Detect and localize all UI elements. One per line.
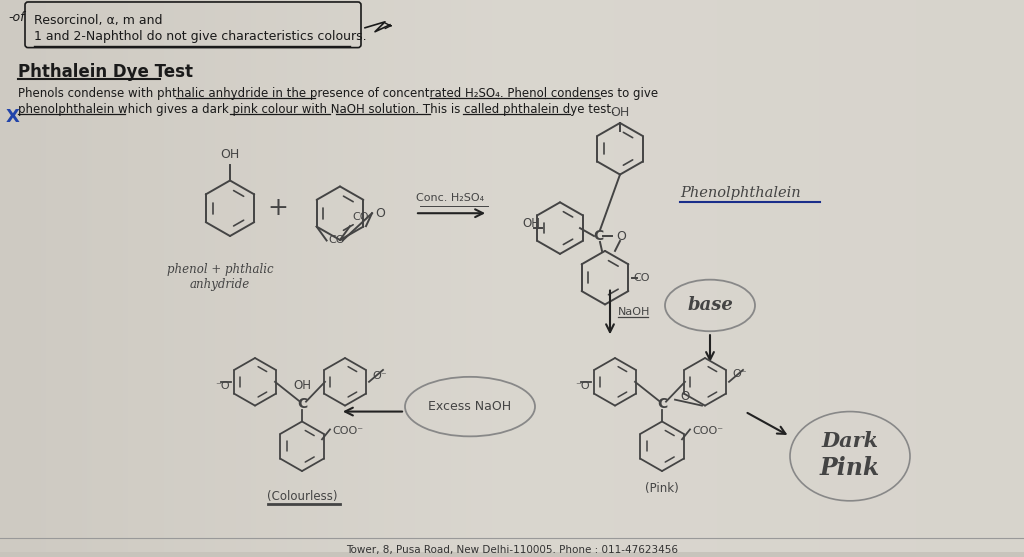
Text: Phthalein Dye Test: Phthalein Dye Test xyxy=(18,63,193,81)
Text: OH: OH xyxy=(220,148,240,160)
Text: phenol + phthalic: phenol + phthalic xyxy=(167,263,273,276)
Text: Tower, 8, Pusa Road, New Delhi-110005. Phone : 011-47623456: Tower, 8, Pusa Road, New Delhi-110005. P… xyxy=(346,545,678,555)
Text: anhydride: anhydride xyxy=(189,278,250,291)
Text: O: O xyxy=(375,207,385,219)
Text: O: O xyxy=(616,229,626,242)
Text: COO⁻: COO⁻ xyxy=(332,427,364,436)
Text: COO⁻: COO⁻ xyxy=(692,427,723,436)
Text: phenolphthalein which gives a dark pink colour with NaOH solution. This is calle: phenolphthalein which gives a dark pink … xyxy=(18,103,614,116)
Text: 1 and 2-Naphthol do not give characteristics colours.: 1 and 2-Naphthol do not give characteris… xyxy=(34,30,367,43)
Text: Conc. H₂SO₄: Conc. H₂SO₄ xyxy=(416,193,484,203)
Text: ⁻O: ⁻O xyxy=(575,381,590,391)
Text: O: O xyxy=(680,390,689,403)
Text: Excess NaOH: Excess NaOH xyxy=(428,400,512,413)
Text: O⁻: O⁻ xyxy=(372,371,387,381)
Text: Pink: Pink xyxy=(820,456,880,480)
Text: OH: OH xyxy=(293,379,311,392)
Text: base: base xyxy=(687,296,733,315)
Text: ⁻O: ⁻O xyxy=(215,381,230,391)
Text: (Colourless): (Colourless) xyxy=(266,490,337,504)
Text: Resorcinol, α, m and: Resorcinol, α, m and xyxy=(34,14,163,27)
Text: C: C xyxy=(593,229,603,243)
Text: CO: CO xyxy=(352,212,369,222)
Text: -of: -of xyxy=(8,11,25,25)
Text: +: + xyxy=(267,196,289,220)
Text: X: X xyxy=(6,108,19,126)
Text: (Pink): (Pink) xyxy=(645,482,679,495)
Text: CO: CO xyxy=(329,236,345,246)
Text: NaOH: NaOH xyxy=(618,307,650,317)
Text: Phenolphthalein: Phenolphthalein xyxy=(680,187,801,201)
Text: O⁻: O⁻ xyxy=(732,369,746,379)
Text: C: C xyxy=(297,397,307,411)
Text: OH: OH xyxy=(610,106,630,119)
Text: Dark: Dark xyxy=(821,431,879,451)
Text: OH: OH xyxy=(522,217,540,229)
Text: C: C xyxy=(656,397,667,411)
Text: CO: CO xyxy=(633,273,649,283)
Text: Phenols condense with phthalic anhydride in the presence of concentrated H₂SO₄. : Phenols condense with phthalic anhydride… xyxy=(18,87,658,100)
